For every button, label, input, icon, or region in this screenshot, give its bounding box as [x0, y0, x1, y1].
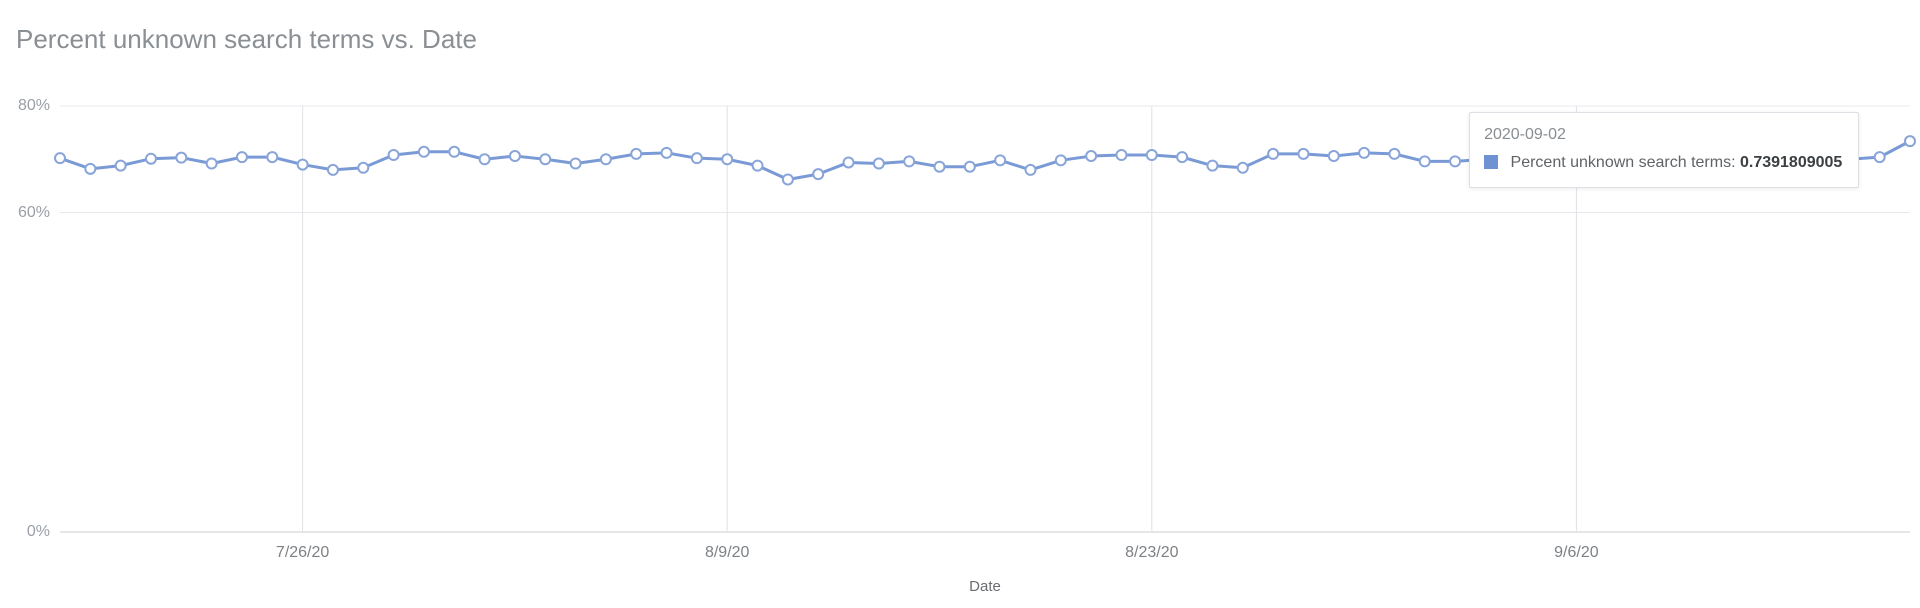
tooltip-series-label: Percent unknown search terms: [1511, 154, 1736, 171]
x-tick-label: 9/6/20 [1554, 544, 1598, 562]
y-tick-label: 80% [18, 97, 50, 115]
x-tick-label: 8/9/20 [705, 544, 749, 562]
tooltip-value: 0.7391809005 [1740, 154, 1842, 171]
y-tick-label: 60% [18, 204, 50, 222]
chart-title: Percent unknown search terms vs. Date [16, 24, 477, 55]
tooltip-swatch-icon [1484, 155, 1498, 169]
x-tick-label: 8/23/20 [1125, 544, 1178, 562]
tooltip-line: Percent unknown search terms: 0.73918090… [1484, 151, 1844, 175]
x-axis-title: Date [969, 578, 1001, 595]
y-tick-label: 0% [27, 523, 50, 541]
chart-container: 0%60%80% 7/26/208/9/208/23/209/6/20 Date… [0, 70, 1920, 570]
x-tick-label: 7/26/20 [276, 544, 329, 562]
tooltip-date: 2020-09-02 [1484, 123, 1844, 147]
chart-tooltip: 2020-09-02 Percent unknown search terms:… [1469, 112, 1859, 188]
